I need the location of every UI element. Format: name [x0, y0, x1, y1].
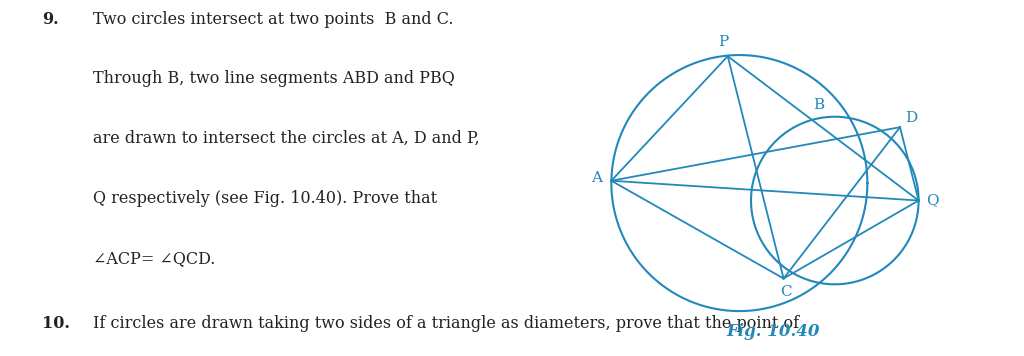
Text: are drawn to intersect the circles at A, D and P,: are drawn to intersect the circles at A,…	[93, 130, 480, 147]
Text: P: P	[718, 35, 728, 49]
Text: Fig. 10.40: Fig. 10.40	[726, 323, 820, 340]
Text: A: A	[591, 171, 602, 185]
Text: ∠ACP= ∠QCD.: ∠ACP= ∠QCD.	[93, 250, 216, 267]
Text: Q: Q	[927, 194, 939, 208]
Text: 10.: 10.	[42, 315, 70, 332]
Text: Through B, two line segments ABD and PBQ: Through B, two line segments ABD and PBQ	[93, 70, 455, 88]
Text: D: D	[905, 111, 918, 125]
Text: If circles are drawn taking two sides of a triangle as diameters, prove that the: If circles are drawn taking two sides of…	[93, 315, 800, 332]
Text: C: C	[780, 286, 792, 299]
Text: Q respectively (see Fig. 10.40). Prove that: Q respectively (see Fig. 10.40). Prove t…	[93, 190, 437, 207]
Text: Two circles intersect at two points  B and C.: Two circles intersect at two points B an…	[93, 11, 454, 28]
Text: B: B	[813, 98, 824, 112]
Text: 9.: 9.	[42, 11, 58, 28]
